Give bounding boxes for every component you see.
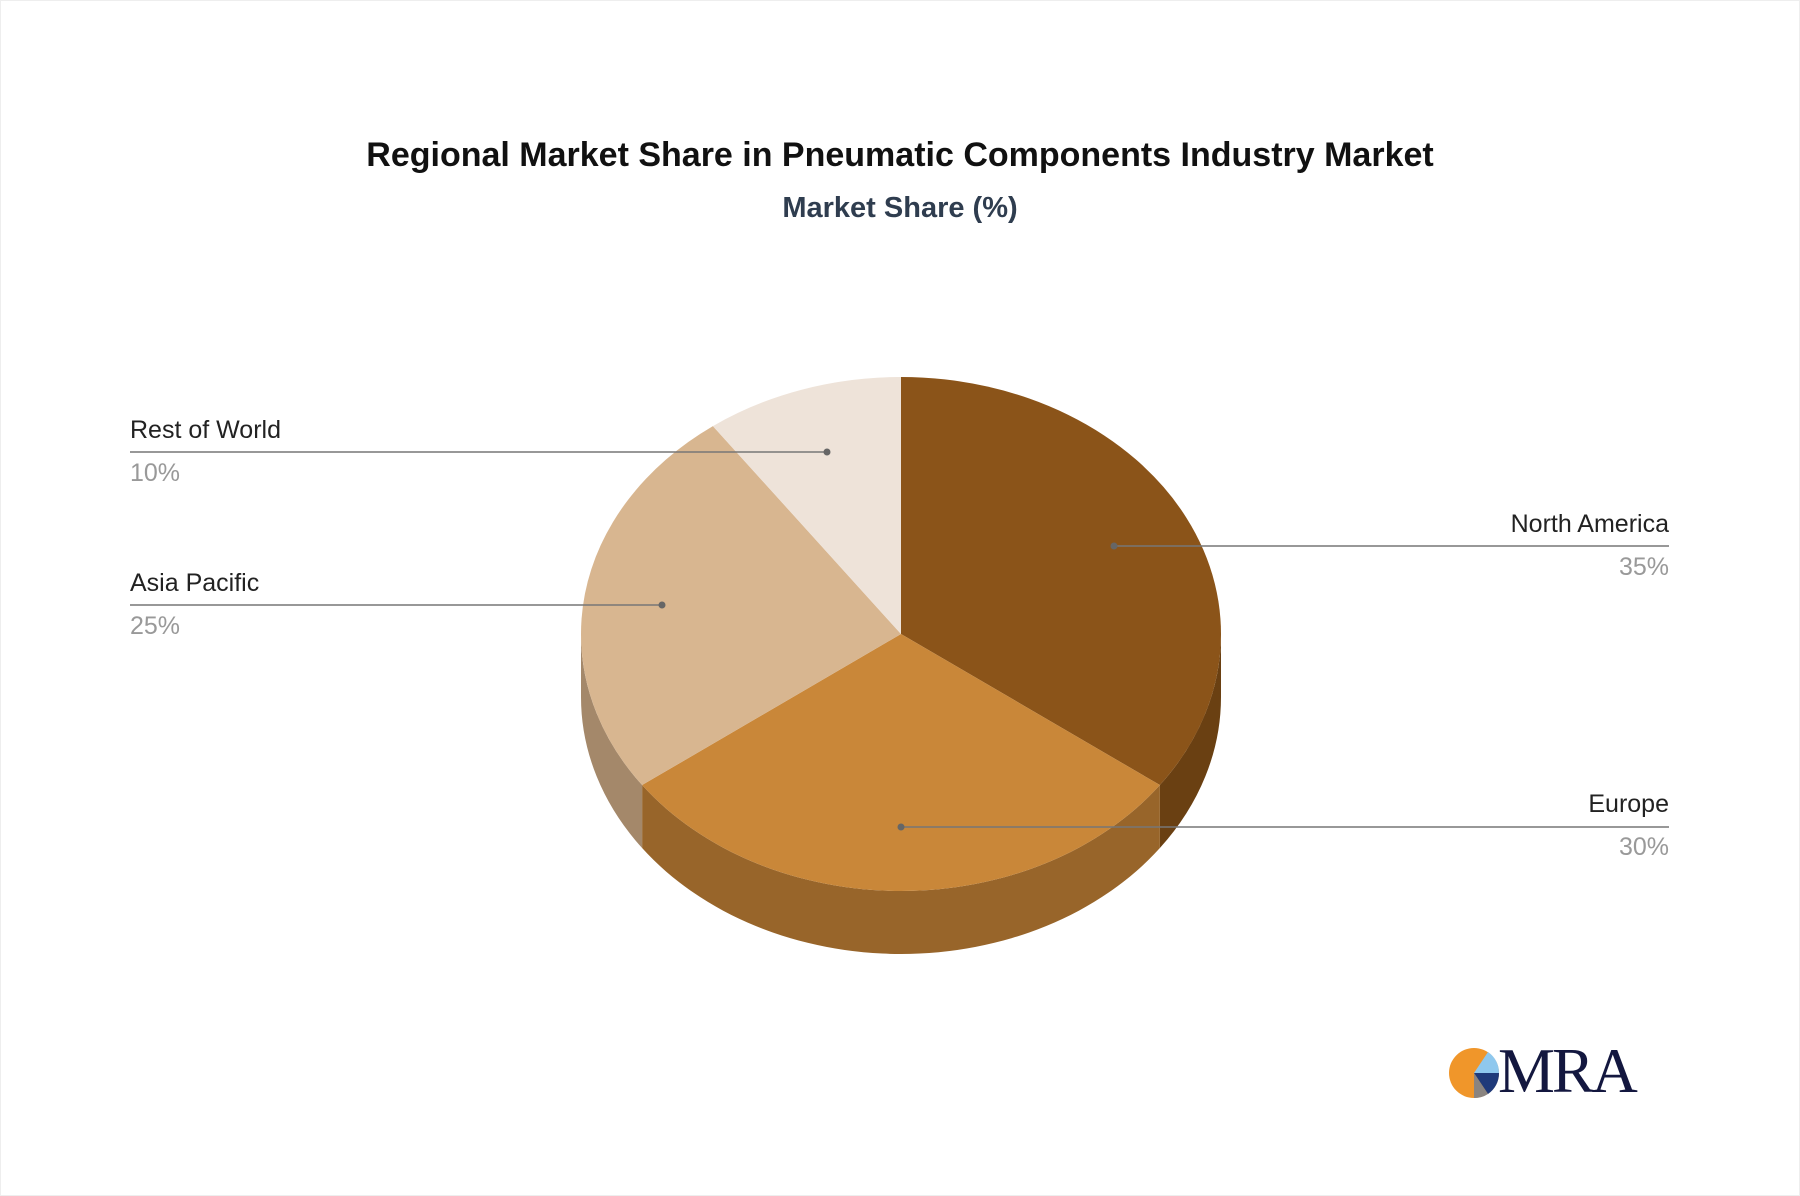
logo-text: MRA bbox=[1498, 1035, 1638, 1106]
chart-title: Regional Market Share in Pneumatic Compo… bbox=[366, 136, 1434, 174]
pie-slice-rest-of-world[interactable] bbox=[712, 377, 901, 634]
pie-side-asia-pacific bbox=[581, 634, 643, 849]
leader-dot-north-america bbox=[1110, 542, 1118, 550]
pie-side-north-america bbox=[1159, 634, 1221, 849]
pie-slice-north-america[interactable] bbox=[901, 377, 1221, 786]
label-asia-pacific: Asia Pacific bbox=[130, 569, 260, 597]
value-north-america: 35% bbox=[1618, 553, 1669, 581]
pie-side-europe bbox=[642, 785, 1160, 954]
value-asia-pacific: 25% bbox=[130, 612, 181, 640]
logo-pie-icon bbox=[1449, 1048, 1500, 1099]
value-europe: 30% bbox=[1618, 833, 1669, 861]
pie-slice-asia-pacific[interactable] bbox=[581, 426, 901, 786]
value-rest-of-world: 10% bbox=[130, 459, 181, 487]
leader-dot-rest-of-world bbox=[823, 448, 831, 456]
label-europe: Europe bbox=[1588, 790, 1669, 818]
mra-logo: MRA bbox=[1448, 1035, 1638, 1106]
leader-dot-europe bbox=[897, 823, 905, 831]
leader-dot-asia-pacific bbox=[658, 601, 666, 609]
label-north-america: North America bbox=[1510, 510, 1669, 538]
chart-subtitle: Market Share (%) bbox=[782, 192, 1018, 224]
label-rest-of-world: Rest of World bbox=[130, 416, 281, 444]
